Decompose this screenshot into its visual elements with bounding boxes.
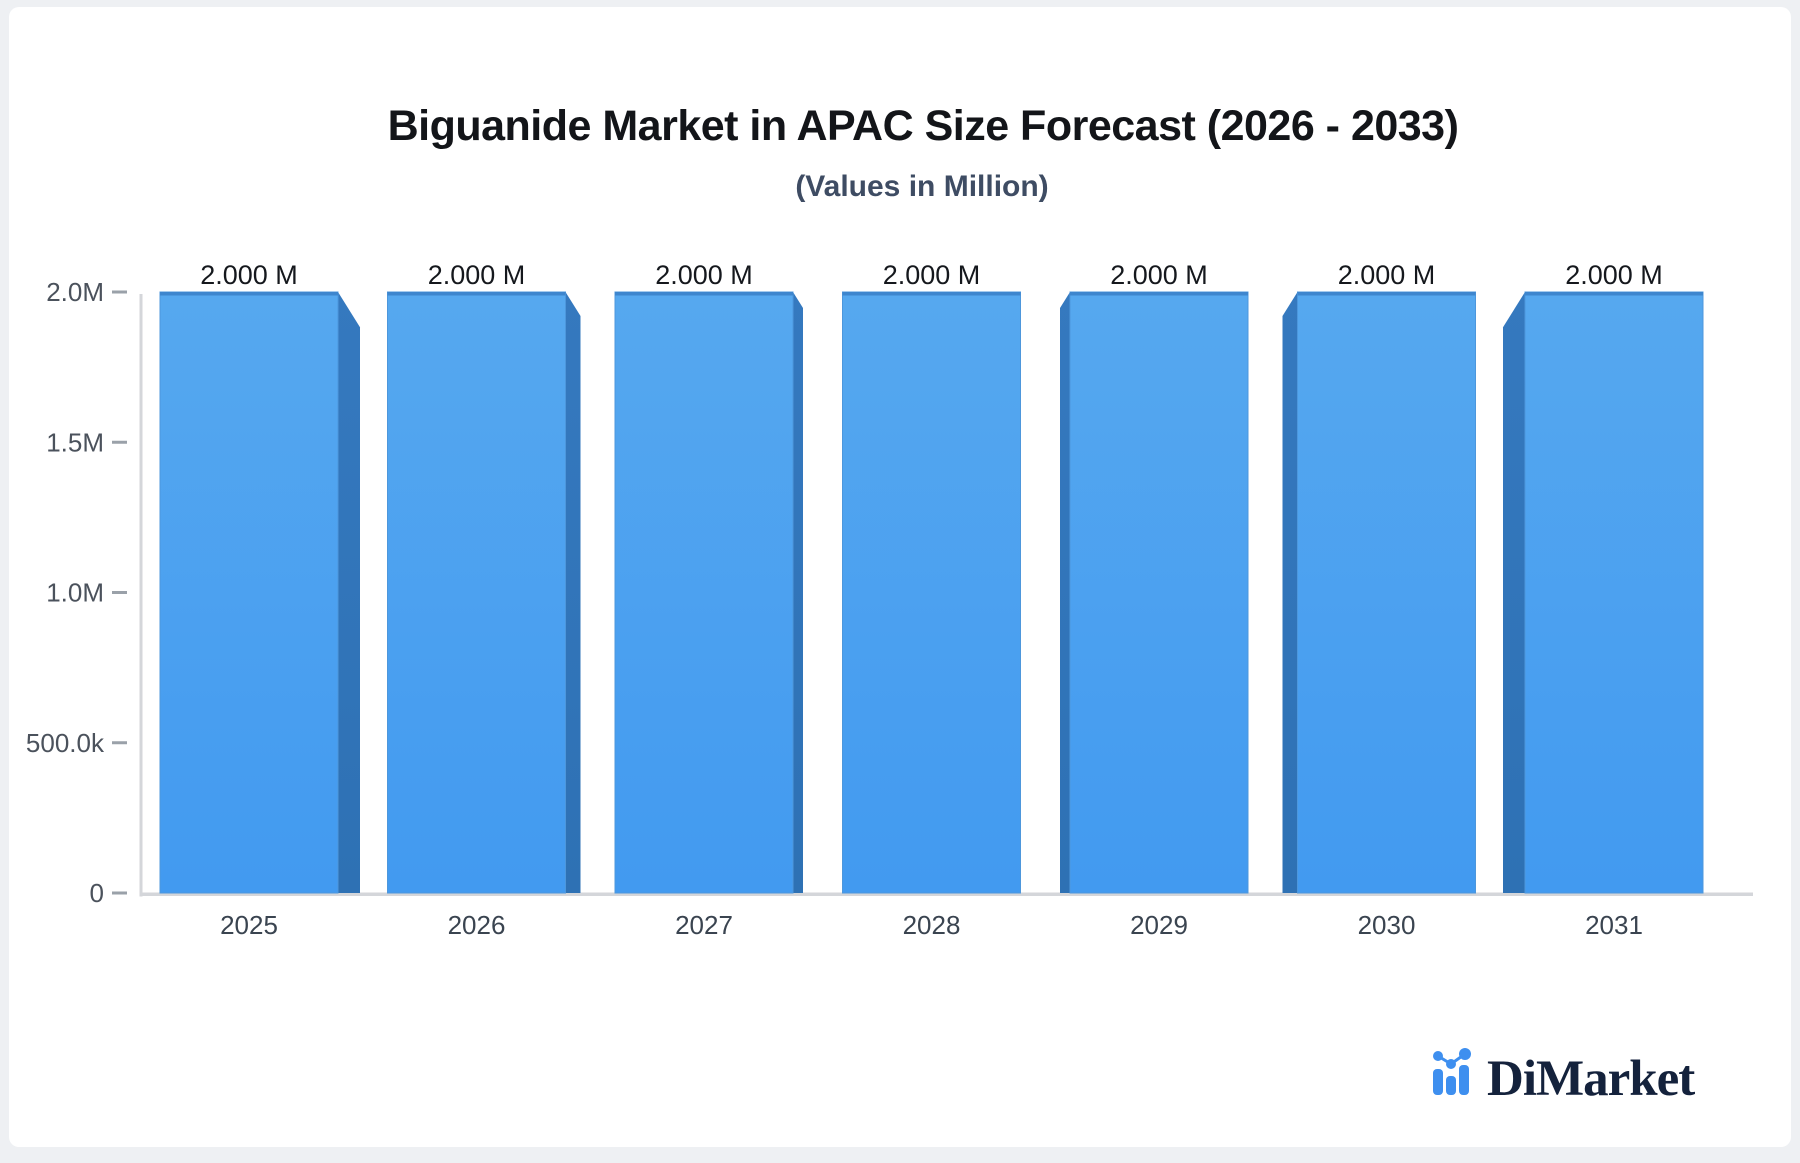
bar-side-face xyxy=(1503,292,1525,893)
brand-logo-text: DiMarket xyxy=(1487,1051,1695,1107)
y-axis-tick xyxy=(112,741,127,745)
x-axis-line xyxy=(139,892,1753,896)
bar-top-edge xyxy=(1070,292,1248,296)
brand-logo: DiMarket xyxy=(1430,1047,1695,1105)
bar-top-edge xyxy=(615,292,793,296)
bar-top-edge xyxy=(842,292,1021,296)
y-axis-label: 0 xyxy=(90,878,104,908)
x-axis-label: 2027 xyxy=(675,910,733,940)
y-axis-tick xyxy=(112,440,127,444)
bar-value-label: 2.000 M xyxy=(200,260,298,290)
bar xyxy=(614,291,794,894)
y-axis-tick xyxy=(112,891,127,895)
bar xyxy=(387,291,566,894)
x-axis-label: 2025 xyxy=(220,910,278,940)
chart-subtitle: (Values in Million) xyxy=(795,170,1049,203)
x-axis-label: 2026 xyxy=(448,910,506,940)
bar-top-edge xyxy=(1297,292,1476,296)
bar-value-label: 2.000 M xyxy=(1565,260,1663,290)
bar-value-label: 2.000 M xyxy=(1110,260,1208,290)
y-axis-tick xyxy=(112,290,127,294)
bar xyxy=(1297,291,1476,894)
bar-side-face xyxy=(338,292,360,893)
x-axis-label: 2028 xyxy=(903,910,961,940)
y-axis-tick xyxy=(112,591,127,594)
x-axis-label: 2030 xyxy=(1358,910,1416,940)
bar-value-label: 2.000 M xyxy=(428,260,526,290)
bar-top-edge xyxy=(1525,292,1703,296)
bar-top-edge xyxy=(160,292,338,296)
bar-chart: 0 500.0k 1.0M 1.5M 2.0M 2.000 M 2025 2.000 M 202… xyxy=(26,260,1753,940)
bar-side-face xyxy=(1282,292,1298,893)
y-axis-label: 1.0M xyxy=(46,578,104,608)
bar-chart-logo-icon xyxy=(1433,1048,1471,1095)
chart-card: Biguanide Market in APAC Size Forecast (… xyxy=(9,7,1791,1147)
y-axis-line xyxy=(139,294,143,897)
bar xyxy=(842,291,1021,894)
x-axis-label: 2031 xyxy=(1585,910,1643,940)
bar xyxy=(159,291,339,894)
chart-title: Biguanide Market in APAC Size Forecast (… xyxy=(387,102,1459,150)
bar xyxy=(1524,291,1704,894)
bar-side-face xyxy=(1060,292,1070,893)
bar-value-label: 2.000 M xyxy=(655,260,753,290)
bar-side-face xyxy=(793,292,803,893)
bar-value-label: 2.000 M xyxy=(883,260,981,290)
y-axis-label: 2.0M xyxy=(46,277,104,307)
x-axis-label: 2029 xyxy=(1130,910,1188,940)
bar-side-face xyxy=(565,292,581,893)
bar xyxy=(1069,291,1249,894)
y-axis-label: 500.0k xyxy=(26,728,105,758)
bar-value-label: 2.000 M xyxy=(1338,260,1436,290)
bar-top-edge xyxy=(387,292,566,296)
y-axis-label: 1.5M xyxy=(46,427,104,457)
